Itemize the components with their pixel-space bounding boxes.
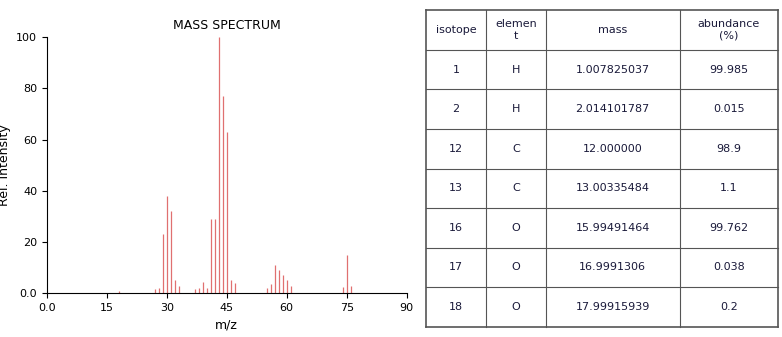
Text: C: C	[512, 183, 520, 193]
Text: O: O	[511, 223, 520, 233]
Text: isotope: isotope	[436, 25, 476, 35]
Text: H: H	[511, 64, 520, 74]
Text: 0.038: 0.038	[713, 263, 744, 273]
Text: O: O	[511, 302, 520, 312]
Text: 1.007825037: 1.007825037	[576, 64, 650, 74]
Title: MASS SPECTRUM: MASS SPECTRUM	[173, 19, 281, 32]
Text: abundance
(%): abundance (%)	[698, 19, 760, 41]
Text: 1: 1	[453, 64, 460, 74]
Text: H: H	[511, 104, 520, 114]
Text: C: C	[512, 144, 520, 154]
Text: 13.00335484: 13.00335484	[576, 183, 650, 193]
Text: 2.014101787: 2.014101787	[576, 104, 650, 114]
Text: 16.9991306: 16.9991306	[579, 263, 646, 273]
Text: 13: 13	[449, 183, 463, 193]
Text: 16: 16	[449, 223, 463, 233]
Text: 0.015: 0.015	[713, 104, 744, 114]
Text: 17.99915939: 17.99915939	[576, 302, 650, 312]
Text: 17: 17	[449, 263, 463, 273]
Text: 99.762: 99.762	[709, 223, 748, 233]
Text: mass: mass	[598, 25, 627, 35]
X-axis label: m/z: m/z	[215, 318, 239, 332]
Text: 98.9: 98.9	[716, 144, 741, 154]
Y-axis label: Rel. Intensity: Rel. Intensity	[0, 124, 11, 206]
Text: 15.99491464: 15.99491464	[576, 223, 650, 233]
Text: O: O	[511, 263, 520, 273]
Text: 18: 18	[449, 302, 463, 312]
Text: 0.2: 0.2	[720, 302, 737, 312]
Text: 12: 12	[449, 144, 463, 154]
Text: elemen
t: elemen t	[495, 19, 536, 41]
Text: 1.1: 1.1	[720, 183, 737, 193]
Text: 12.000000: 12.000000	[583, 144, 643, 154]
Text: 99.985: 99.985	[709, 64, 748, 74]
Text: 2: 2	[453, 104, 460, 114]
